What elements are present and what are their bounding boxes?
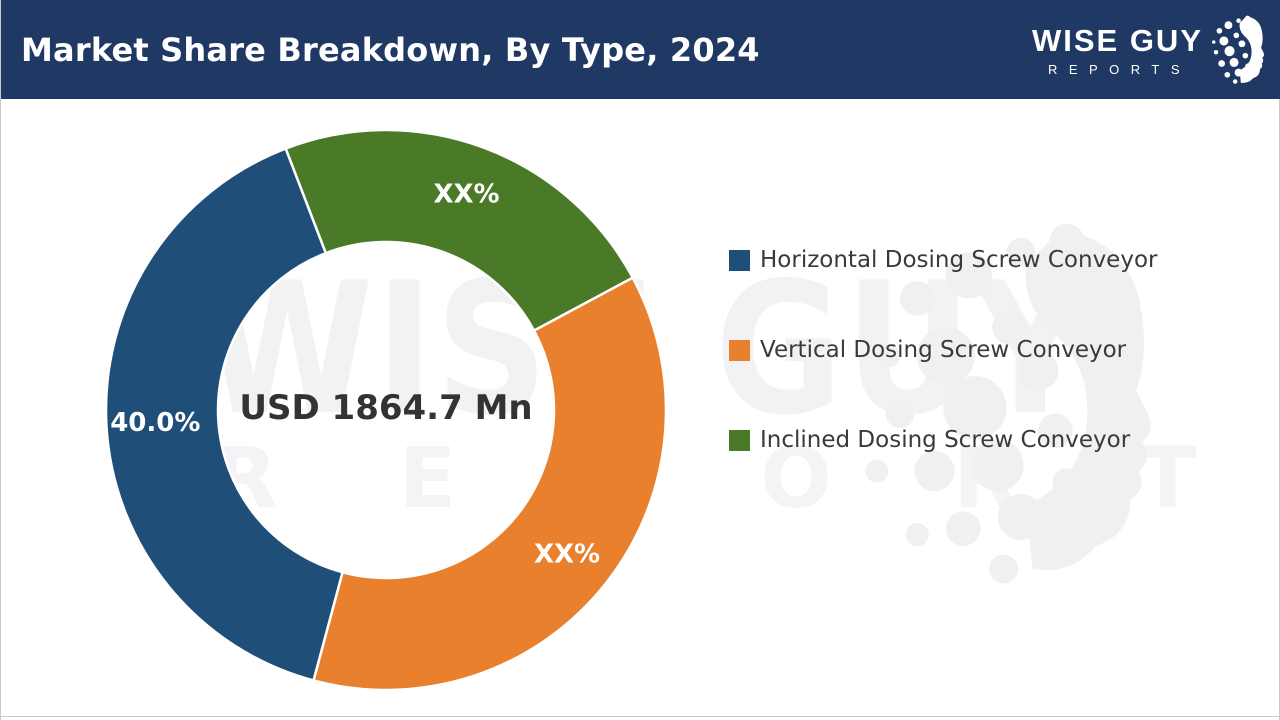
legend-item: Vertical Dosing Screw Conveyor (729, 337, 1157, 363)
logo-face-icon (1212, 15, 1264, 84)
donut-segment-vertical-dosing-screw-conveyor (312, 276, 668, 692)
legend: Horizontal Dosing Screw Conveyor Vertical… (729, 247, 1158, 518)
donut-chart: XX% XX% 40.0% (104, 128, 668, 692)
donut-segment-horizontal-dosing-screw-conveyor (104, 147, 344, 682)
segment-pct-label: XX% (534, 539, 600, 569)
wiseguy-logo: WISE GUY REPORTS (1032, 6, 1269, 94)
legend-label: Horizontal Dosing Screw Conveyor (760, 247, 1158, 273)
logo-subtext: REPORTS (1047, 62, 1192, 77)
legend-swatch (729, 429, 750, 451)
page-title: Market Share Breakdown, By Type, 2024 (21, 30, 760, 69)
donut-segment-inclined-dosing-screw-conveyor (284, 128, 635, 332)
logo-wordmark: WISE GUY (1031, 23, 1203, 58)
logo-text-block: WISE GUY REPORTS (1032, 23, 1203, 77)
header-bar: Market Share Breakdown, By Type, 2024 WI… (1, 0, 1280, 99)
legend-swatch (729, 339, 750, 361)
legend-label: Inclined Dosing Screw Conveyor (760, 427, 1131, 453)
legend-item: Horizontal Dosing Screw Conveyor (729, 247, 1158, 273)
donut-center-value: USD 1864.7 Mn (239, 388, 533, 428)
bottom-border (1, 716, 1280, 717)
legend-label: Vertical Dosing Screw Conveyor (760, 337, 1127, 363)
segment-pct-label: XX% (433, 179, 499, 209)
legend-item: Inclined Dosing Screw Conveyor (729, 427, 1157, 453)
segment-pct-label: 40.0% (110, 408, 200, 438)
legend-swatch (729, 249, 750, 271)
